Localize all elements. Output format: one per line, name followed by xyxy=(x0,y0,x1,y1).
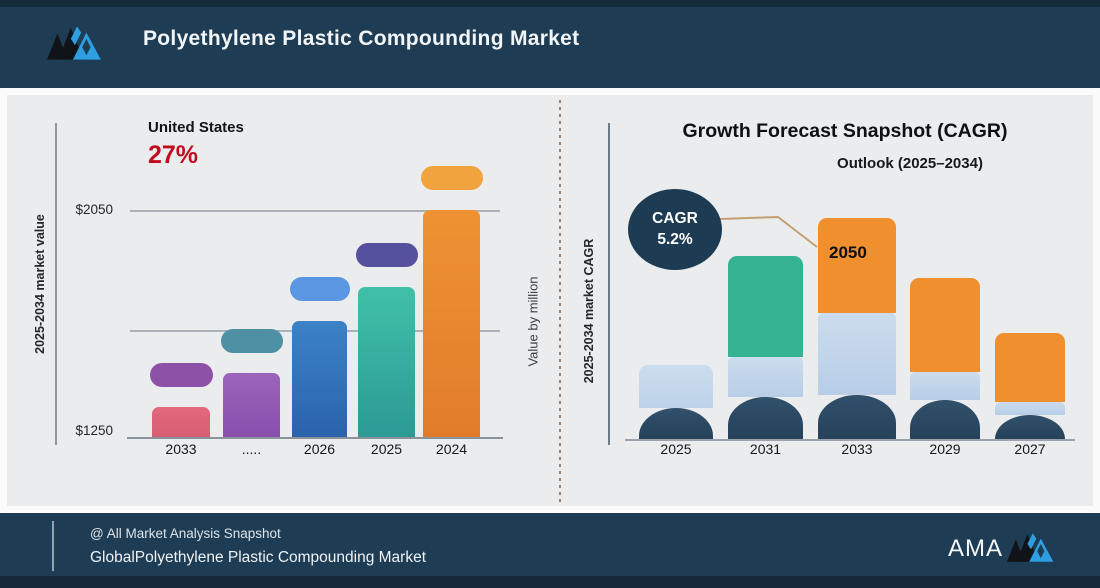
right-bar-2029-mid xyxy=(910,372,980,400)
footer-brand-text: AMA xyxy=(948,535,1004,562)
right-bar-2031-mid xyxy=(728,357,803,397)
footer-ama-logo-icon xyxy=(1006,533,1054,562)
footer-bottom-edge xyxy=(0,576,1100,588)
right-bar-2027-mid xyxy=(995,402,1065,415)
left-bar-cap-2024 xyxy=(421,166,483,190)
left-bar-cap-..... xyxy=(221,329,283,354)
right-x-label-2031: 2031 xyxy=(749,441,782,457)
right-x-label-2025: 2025 xyxy=(660,441,692,457)
ama-logo-icon xyxy=(47,26,101,60)
right-x-label-2029: 2029 xyxy=(929,441,961,457)
annotation-2050: 2050 xyxy=(829,243,867,262)
left-bar-cap-2033 xyxy=(150,363,213,388)
left-x-label-2033: 2033 xyxy=(165,441,197,457)
center-dotted-divider xyxy=(559,100,561,504)
left-bar-2026 xyxy=(292,320,347,437)
right-x-label-2033: 2033 xyxy=(841,441,873,457)
left-bar-cap-2025 xyxy=(356,242,418,267)
header-band xyxy=(0,0,1100,88)
left-bar-2024 xyxy=(423,210,480,437)
footer-band xyxy=(0,513,1100,588)
left-x-label-2024: 2024 xyxy=(435,441,468,457)
gridline-2050 xyxy=(130,210,500,212)
footer-market-text: GlobalPolyethylene Plastic Compounding M… xyxy=(90,549,427,566)
right-bar-2031-cap xyxy=(728,256,803,357)
value-by-million-label: Value by million xyxy=(525,276,541,367)
cagr-badge-label: CAGR xyxy=(652,209,698,227)
right-bar-2033-cap xyxy=(818,218,896,313)
left-x-label-.....: ..... xyxy=(241,441,262,457)
footer-snapshot-text: @ All Market Analysis Snapshot xyxy=(90,526,281,541)
right-bar-2031-base xyxy=(728,397,803,439)
right-chart-subtitle: Outlook (2025–2034) xyxy=(837,155,983,172)
right-bar-2029-base xyxy=(910,400,980,439)
left-y-axis xyxy=(55,123,57,445)
left-bar-cap-2026 xyxy=(290,276,350,301)
cagr-badge: CAGR 5.2% xyxy=(628,189,722,270)
left-bar-2033 xyxy=(152,407,210,437)
ytick-2050: $2050 xyxy=(75,202,113,217)
right-y-axis xyxy=(608,123,610,445)
left-x-label-2025: 2025 xyxy=(370,441,403,457)
right-bar-2033-base xyxy=(818,395,896,439)
page-title: Polyethylene Plastic Compounding Market xyxy=(143,27,580,50)
left-y-axis-label: 2025-2034 market value xyxy=(33,214,47,354)
right-bar-2029-cap xyxy=(910,278,980,372)
ytick-1250: $1250 xyxy=(75,423,113,438)
right-y-axis-label: 2025-2034 market CAGR xyxy=(582,238,596,384)
right-bar-2025-mid xyxy=(639,365,713,408)
left-x-axis xyxy=(127,437,503,439)
left-chart-highlight: 27% xyxy=(148,141,199,169)
right-bar-2027-cap xyxy=(995,333,1065,402)
right-x-label-2027: 2027 xyxy=(1014,441,1046,457)
right-bar-2033-mid xyxy=(818,313,896,395)
right-x-axis xyxy=(625,439,1075,441)
header-top-edge xyxy=(0,0,1100,7)
left-bar-..... xyxy=(223,373,280,437)
left-chart-title: United States xyxy=(148,119,244,136)
left-bar-2025 xyxy=(358,286,415,437)
cagr-badge-value: 5.2% xyxy=(657,230,693,248)
footer-accent-line xyxy=(52,521,54,571)
right-chart-title: Growth Forecast Snapshot (CAGR) xyxy=(682,120,1008,142)
left-x-label-2026: 2026 xyxy=(303,441,336,457)
